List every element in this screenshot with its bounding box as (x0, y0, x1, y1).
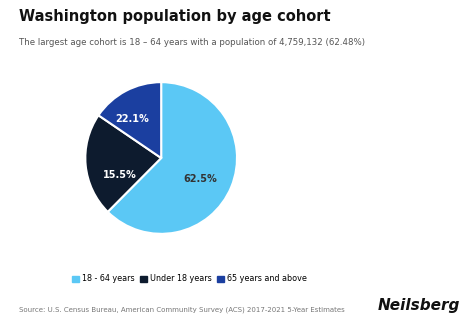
Text: 62.5%: 62.5% (184, 174, 218, 184)
Wedge shape (99, 82, 161, 158)
Wedge shape (108, 82, 237, 234)
Legend: 18 - 64 years, Under 18 years, 65 years and above: 18 - 64 years, Under 18 years, 65 years … (69, 271, 310, 287)
Text: Washington population by age cohort: Washington population by age cohort (19, 9, 330, 24)
Text: 22.1%: 22.1% (116, 113, 149, 124)
Text: Neilsberg: Neilsberg (377, 298, 460, 313)
Text: Source: U.S. Census Bureau, American Community Survey (ACS) 2017-2021 5-Year Est: Source: U.S. Census Bureau, American Com… (19, 306, 345, 313)
Text: 15.5%: 15.5% (102, 170, 137, 180)
Wedge shape (85, 115, 161, 212)
Text: The largest age cohort is 18 – 64 years with a population of 4,759,132 (62.48%): The largest age cohort is 18 – 64 years … (19, 38, 365, 47)
